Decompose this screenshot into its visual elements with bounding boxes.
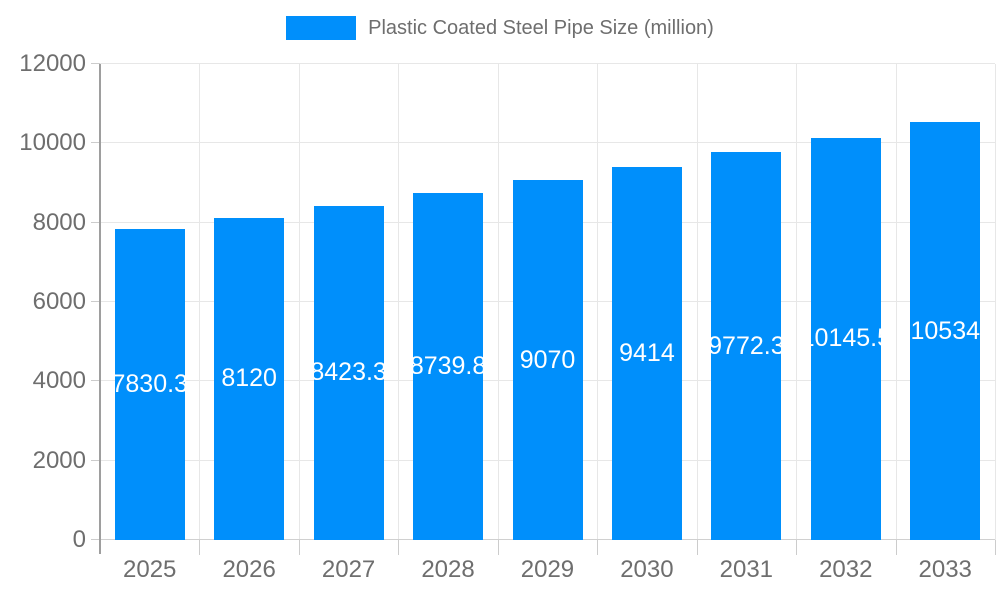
bar-2033[interactable]: 10534 [910,122,981,540]
legend: Plastic Coated Steel Pipe Size (million) [0,16,1000,40]
gridline-x-4 [497,64,499,540]
y-axis-label-4000: 4000 [32,367,86,395]
x-axis-label-2028: 2028 [421,556,475,583]
y-axis-label-8000: 8000 [32,208,86,236]
bar-2027[interactable]: 8423.3 [310,205,387,540]
gridline-x-8 [895,64,897,540]
bar-2031[interactable]: 9772.3 [708,152,785,540]
x-axis-label-2033: 2033 [918,556,972,583]
y-tick-0 [91,539,100,540]
gridline-x-6 [696,64,698,540]
x-axis-label-2032: 2032 [819,556,873,583]
bar-2032[interactable]: 10145.5 [801,137,891,540]
bar-value-label-2028: 8739.8 [409,352,487,381]
legend-marker[interactable] [286,16,357,40]
bar-value-label-2032: 10145.5 [800,324,892,353]
bar-2028[interactable]: 8739.8 [409,193,487,540]
x-tick-4 [497,540,499,555]
y-tick-4000 [91,380,100,382]
x-axis-label-2029: 2029 [520,556,575,583]
gridline-x-3 [398,64,400,540]
bar-value-label-2033: 10534 [910,316,981,345]
x-tick-1 [199,540,201,555]
x-tick-6 [696,540,698,555]
x-tick-5 [597,540,599,555]
bar-2026[interactable]: 8120 [214,217,285,540]
bar-value-label-2027: 8423.3 [310,358,387,387]
x-tick-7 [796,540,798,555]
bar-2025[interactable]: 7830.3 [111,229,188,540]
y-axis-label-2000: 2000 [32,446,86,474]
legend-label[interactable]: Plastic Coated Steel Pipe Size (million) [368,16,714,39]
bar-2029[interactable]: 9070 [512,180,583,540]
gridline-x-1 [199,64,201,540]
gridline-y-12000 [100,63,995,64]
gridline-x-7 [796,64,798,540]
y-axis-labels: 0 2000 4000 6000 8000 10000 12000 [0,50,86,553]
y-tick-2000 [91,459,100,461]
y-tick-8000 [91,221,100,223]
y-axis-line [99,64,101,554]
bar-2030[interactable]: 9414 [611,166,682,540]
x-axis-label-2026: 2026 [222,556,276,583]
x-axis-label-2027: 2027 [321,556,376,583]
x-axis-labels: 2025 2026 2027 2028 2029 2030 2031 2032 2033 [100,556,995,584]
bar-value-label-2029: 9070 [519,345,576,374]
x-tick-8 [895,540,897,555]
bar-series: 7830.3 8120 8423.3 8739.8 9070 9414 9772.3 1014… [100,64,995,540]
gridline-x-2 [298,64,300,540]
gridline-x-9 [995,64,996,540]
y-axis-label-6000: 6000 [32,288,86,315]
x-tick-3 [398,540,400,555]
x-axis-label-2030: 2030 [620,556,674,583]
x-tick-2 [298,540,300,555]
x-axis-label-2025: 2025 [123,556,177,583]
x-tick-9 [995,540,996,555]
y-tick-10000 [91,142,100,144]
y-axis-label-10000: 10000 [19,129,86,157]
bar-value-label-2030: 9414 [619,338,675,367]
y-tick-6000 [91,301,100,302]
plot-area: 7830.3 8120 8423.3 8739.8 9070 9414 9772.3 1014… [91,63,996,555]
bar-value-label-2025: 7830.3 [111,370,188,399]
x-axis-label-2031: 2031 [719,556,774,583]
y-axis-label-0: 0 [72,526,86,553]
y-axis-label-12000: 12000 [19,50,86,77]
bar-value-label-2026: 8120 [221,364,277,393]
bar-value-label-2031: 9772.3 [708,331,785,360]
gridline-x-5 [597,64,599,540]
gridline-y-10000 [100,142,995,144]
y-tick-12000 [91,63,100,64]
